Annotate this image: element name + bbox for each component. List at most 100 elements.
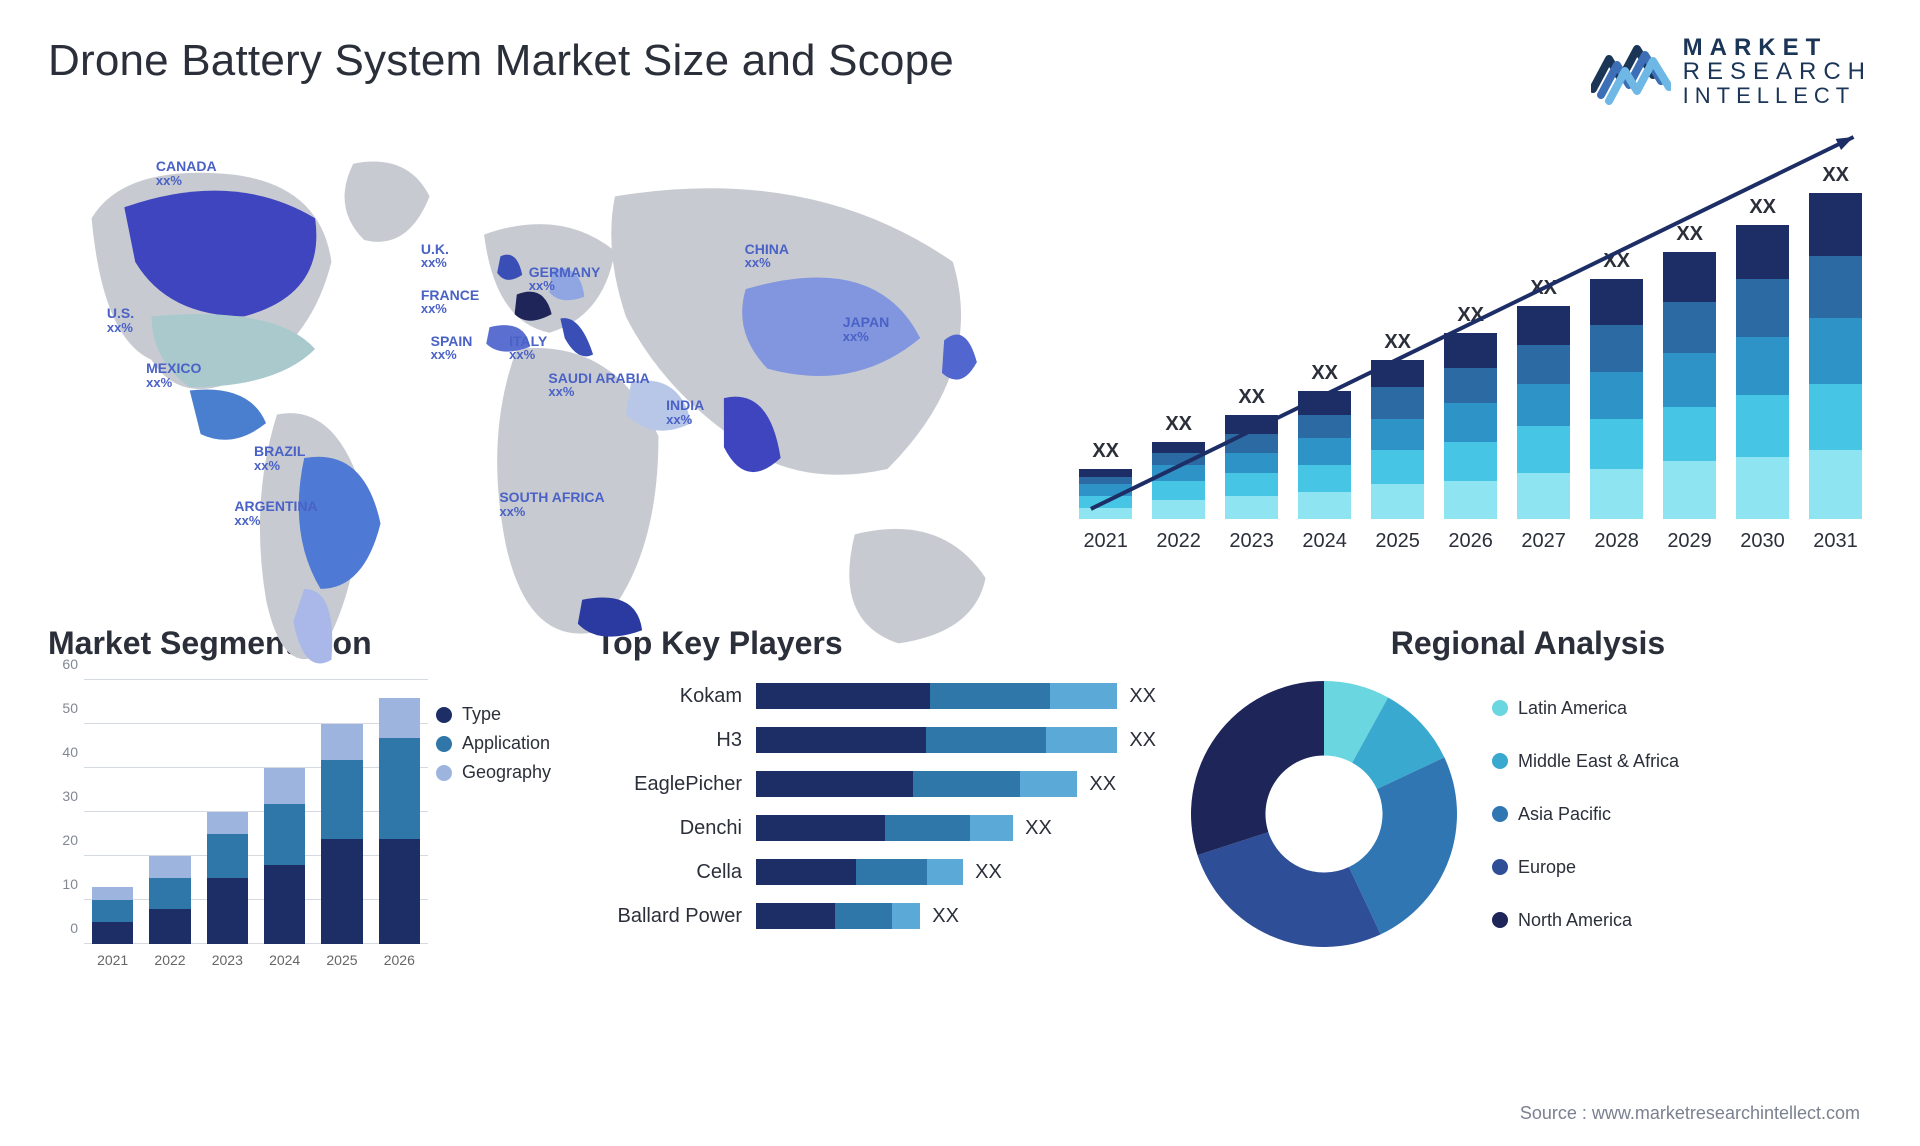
world-map: CANADAxx%U.S.xx%MEXICOxx%BRAZILxx%ARGENT…	[48, 131, 1029, 591]
player-bar	[756, 903, 920, 929]
player-name: H3	[596, 729, 756, 752]
brand-line-3: INTELLECT	[1683, 85, 1872, 107]
segmentation-legend-item: Type	[436, 704, 568, 725]
player-value: XX	[1129, 729, 1156, 752]
segmentation-ytick: 40	[50, 744, 78, 760]
map-country-japan	[942, 335, 977, 380]
regional-legend-item: Latin America	[1492, 698, 1679, 719]
donut-slice	[1198, 832, 1381, 947]
segmentation-legend-item: Application	[436, 733, 568, 754]
segmentation-ytick: 50	[50, 700, 78, 716]
map-label-brazil: BRAZILxx%	[254, 444, 305, 472]
legend-label: Latin America	[1518, 698, 1627, 719]
growth-year-label: 2029	[1653, 530, 1726, 553]
segmentation-ytick: 0	[50, 920, 78, 936]
regional-donut-chart	[1184, 674, 1464, 954]
map-label-mexico: MEXICOxx%	[146, 361, 201, 389]
segmentation-bar-2023	[207, 812, 248, 944]
map-country-southafrica	[578, 598, 642, 637]
segmentation-year-label: 2025	[313, 952, 370, 968]
brand-logo: MARKET RESEARCH INTELLECT	[1591, 36, 1872, 107]
legend-dot-icon	[1492, 806, 1508, 822]
legend-label: North America	[1518, 910, 1632, 931]
map-label-spain: SPAINxx%	[431, 334, 473, 362]
segmentation-year-label: 2021	[84, 952, 141, 968]
legend-dot-icon	[436, 707, 452, 723]
growth-year-label: 2027	[1507, 530, 1580, 553]
growth-bar-value: XX	[1152, 413, 1205, 436]
legend-dot-icon	[1492, 912, 1508, 928]
growth-bar-value: XX	[1371, 331, 1424, 354]
player-row: H3 XX	[596, 718, 1156, 762]
growth-chart-panel: XXXXXXXXXXXXXXXXXXXXXX 20212022202320242…	[1069, 131, 1872, 591]
segmentation-ytick: 10	[50, 876, 78, 892]
player-row: DenchiXX	[596, 806, 1156, 850]
player-bar	[756, 683, 1117, 709]
map-label-france: FRANCExx%	[421, 288, 479, 316]
segmentation-bar-2022	[149, 856, 190, 944]
map-label-south-africa: SOUTH AFRICAxx%	[499, 490, 604, 518]
player-value: XX	[975, 861, 1002, 884]
legend-dot-icon	[436, 736, 452, 752]
brand-logo-mark	[1591, 39, 1671, 105]
growth-chart: XXXXXXXXXXXXXXXXXXXXXX 20212022202320242…	[1069, 131, 1872, 561]
growth-year-label: 2028	[1580, 530, 1653, 553]
growth-bar-value: XX	[1809, 164, 1862, 187]
growth-year-label: 2023	[1215, 530, 1288, 553]
growth-year-label: 2022	[1142, 530, 1215, 553]
segmentation-year-label: 2024	[256, 952, 313, 968]
regional-legend-item: Middle East & Africa	[1492, 751, 1679, 772]
legend-label: Application	[462, 733, 550, 754]
map-label-u-k-: U.K.xx%	[421, 242, 449, 270]
player-bar	[756, 859, 963, 885]
segmentation-year-label: 2022	[141, 952, 198, 968]
legend-dot-icon	[436, 765, 452, 781]
regional-legend: Latin AmericaMiddle East & AfricaAsia Pa…	[1492, 690, 1679, 939]
regional-legend-item: North America	[1492, 910, 1679, 931]
map-label-india: INDIAxx%	[666, 398, 704, 426]
player-bar	[756, 771, 1077, 797]
growth-bar-value: XX	[1736, 196, 1789, 219]
segmentation-year-label: 2026	[371, 952, 428, 968]
map-label-germany: GERMANYxx%	[529, 265, 601, 293]
brand-line-1: MARKET	[1683, 36, 1872, 60]
player-row: Ballard PowerXX	[596, 894, 1156, 938]
growth-bar-value: XX	[1517, 277, 1570, 300]
player-value: XX	[1025, 817, 1052, 840]
growth-bar-value: XX	[1298, 362, 1351, 385]
header: Drone Battery System Market Size and Sco…	[48, 36, 1872, 107]
legend-label: Geography	[462, 762, 551, 783]
brand-logo-text: MARKET RESEARCH INTELLECT	[1683, 36, 1872, 107]
legend-label: Type	[462, 704, 501, 725]
player-row: KokamXX	[596, 674, 1156, 718]
segmentation-bar-2021	[92, 887, 133, 944]
growth-year-label: 2025	[1361, 530, 1434, 553]
player-row: EaglePicherXX	[596, 762, 1156, 806]
segmentation-ytick: 30	[50, 788, 78, 804]
page-root: Drone Battery System Market Size and Sco…	[0, 0, 1920, 1146]
bottom-row: Market Segmentation 0102030405060 202120…	[48, 625, 1872, 974]
segmentation-bar-2026	[379, 698, 420, 944]
player-bar	[756, 815, 1013, 841]
player-name: Kokam	[596, 685, 756, 708]
map-label-canada: CANADAxx%	[156, 159, 217, 187]
legend-dot-icon	[1492, 700, 1508, 716]
legend-label: Middle East & Africa	[1518, 751, 1679, 772]
growth-bar-value: XX	[1225, 386, 1278, 409]
players-chart: KokamXXH3XXEaglePicherXXDenchiXXCellaXXB…	[596, 674, 1156, 974]
legend-dot-icon	[1492, 753, 1508, 769]
map-country-italy	[560, 318, 593, 356]
growth-year-label: 2021	[1069, 530, 1142, 553]
map-label-u-s-: U.S.xx%	[107, 306, 134, 334]
regional-legend-item: Europe	[1492, 857, 1679, 878]
legend-dot-icon	[1492, 859, 1508, 875]
segmentation-ytick: 20	[50, 832, 78, 848]
players-panel: Top Key Players KokamXXH3XXEaglePicherXX…	[596, 625, 1156, 974]
segmentation-legend-item: Geography	[436, 762, 568, 783]
segmentation-ytick: 60	[50, 656, 78, 672]
growth-bar-value: XX	[1444, 304, 1497, 327]
donut-slice	[1191, 681, 1324, 855]
map-country-mexico	[190, 390, 266, 440]
player-bar	[756, 727, 1117, 753]
source-attribution: Source : www.marketresearchintellect.com	[1520, 1103, 1860, 1124]
